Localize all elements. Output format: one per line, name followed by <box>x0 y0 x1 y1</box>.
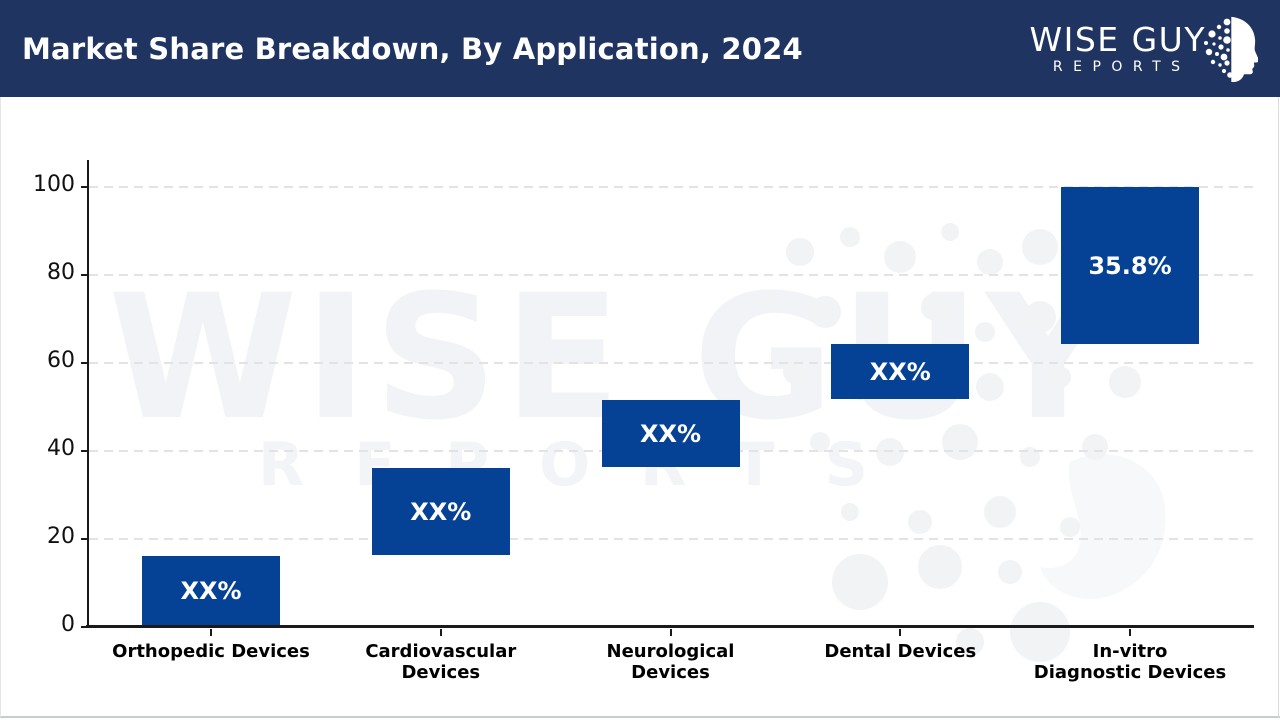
right-border-line <box>1278 97 1279 717</box>
logo-reports-text: REPORTS <box>1052 59 1191 75</box>
y-tick-mark <box>81 625 89 628</box>
bottom-border-line <box>0 716 1280 718</box>
bar-value-label: XX% <box>180 577 242 606</box>
chart-area: WISE GUY REPORTS 0 20 40 60 80 100 XX% Orthoped… <box>0 97 1280 720</box>
y-tick-label: 0 <box>61 611 75 637</box>
y-tick-mark <box>81 361 89 364</box>
x-category-label: Neurological Devices <box>606 641 735 684</box>
x-tick-mark <box>1129 629 1131 636</box>
gridline <box>89 273 1253 276</box>
chart-title: Market Share Breakdown, By Application, … <box>22 31 803 66</box>
logo-name-text: WISE GUY <box>1029 20 1206 59</box>
bar-value-label: XX% <box>410 497 472 526</box>
logo-wordmark: WISE GUY REPORTS <box>1029 23 1206 74</box>
bar-segment: 35.8% <box>1061 187 1199 345</box>
y-axis-line <box>87 160 89 627</box>
x-tick-mark <box>899 629 902 636</box>
bar-segment: XX% <box>601 400 740 468</box>
y-tick-mark <box>81 537 89 540</box>
bar-value-label: XX% <box>869 357 931 386</box>
left-border-line <box>0 97 1 717</box>
gridline <box>89 537 1253 540</box>
wise-guy-logo: WISE GUY REPORTS <box>1029 16 1258 82</box>
y-tick-mark <box>81 186 89 188</box>
y-tick-mark <box>81 273 89 276</box>
y-tick-label: 100 <box>33 172 75 197</box>
y-tick-label: 80 <box>47 259 75 285</box>
y-tick-mark <box>81 449 89 452</box>
bar-segment: XX% <box>142 556 280 627</box>
x-category-label: Dental Devices <box>824 641 977 662</box>
gridline <box>89 186 1253 188</box>
header-bar: Market Share Breakdown, By Application, … <box>0 0 1280 97</box>
y-tick-label: 20 <box>47 523 75 549</box>
x-category-label: Orthopedic Devices <box>112 641 310 662</box>
x-category-label: Cardiovascular Devices <box>365 641 517 684</box>
bar-segment: XX% <box>831 344 970 400</box>
bar-value-label: XX% <box>639 419 702 448</box>
x-tick-mark <box>669 629 672 636</box>
watermark-reports: REPORTS <box>258 430 918 500</box>
x-tick-mark <box>439 629 442 636</box>
x-axis-line <box>86 625 1254 628</box>
bar-segment: XX% <box>371 468 510 556</box>
bar-value-label: 35.8% <box>1088 251 1172 280</box>
x-category-label: In-vitro Diagnostic Devices <box>1033 641 1227 684</box>
gridline <box>89 361 1253 364</box>
y-tick-label: 60 <box>47 347 75 373</box>
y-tick-label: 40 <box>47 435 75 461</box>
wise-guy-face-icon <box>1204 16 1258 82</box>
x-tick-mark <box>210 629 212 636</box>
